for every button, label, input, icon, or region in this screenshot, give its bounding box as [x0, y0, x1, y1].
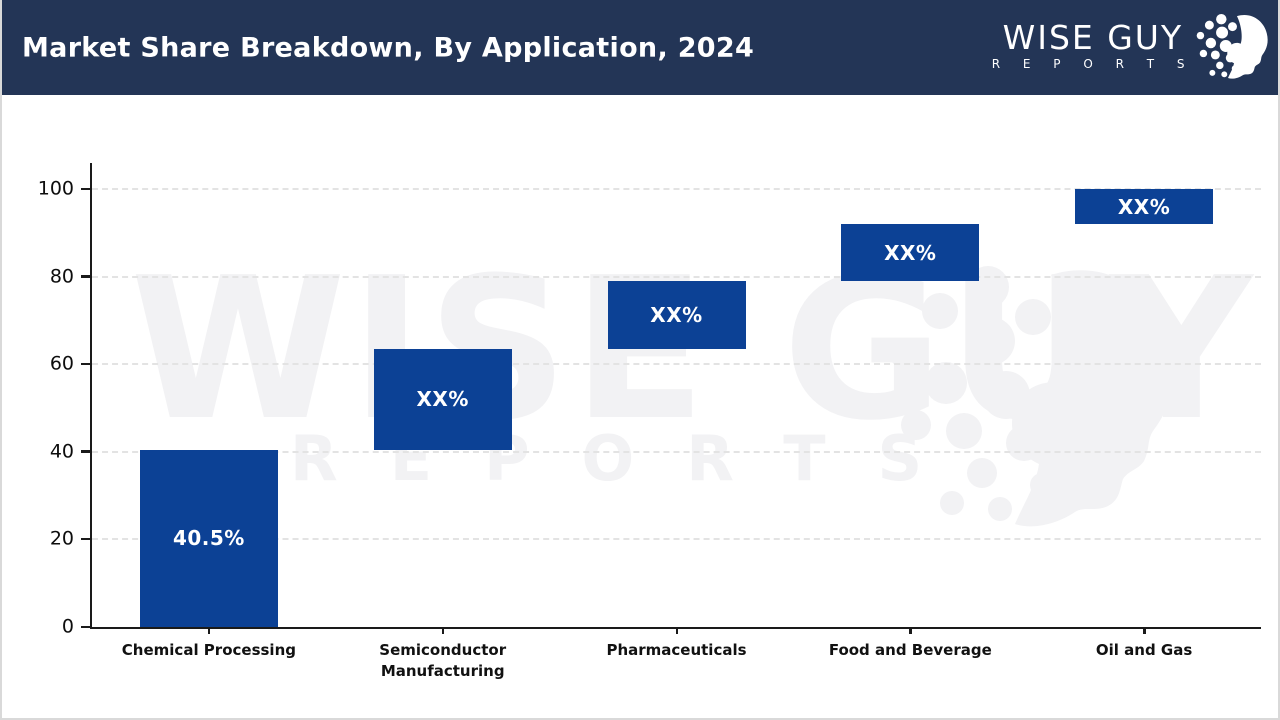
page-title: Market Share Breakdown, By Application, … — [22, 32, 755, 63]
plot-area: 0 20 40 60 80 100 40.5% Chemical Processing XX% S… — [38, 163, 1261, 680]
x-axis-category-label: Pharmaceuticals — [606, 641, 747, 659]
x-axis-category-label: Food and Beverage — [828, 641, 992, 659]
y-axis-tick — [81, 275, 90, 278]
logo-wordmark: WISE GUY — [1002, 18, 1184, 58]
gridline — [92, 275, 1261, 278]
y-axis-tick-label: 0 — [61, 615, 74, 638]
y-axis-tick-label: 60 — [49, 352, 74, 375]
y-axis-tick-label: 80 — [49, 265, 74, 288]
x-axis-tick — [441, 627, 445, 634]
bar-value-label: XX% — [650, 303, 703, 328]
y-axis-tick — [81, 187, 90, 191]
logo-text: WISE GUY R E P O R T S — [992, 21, 1194, 71]
bar-value-label: XX% — [884, 240, 937, 265]
logo-subtitle: R E P O R T S — [991, 56, 1194, 71]
y-axis-tick — [81, 362, 90, 366]
gridline — [92, 363, 1261, 366]
bar-value-label: XX% — [416, 387, 469, 412]
x-axis-tick — [1143, 627, 1146, 634]
waterfall-bar: XX% — [841, 224, 980, 282]
y-axis-tick — [81, 537, 90, 541]
header: Market Share Breakdown, By Application, … — [2, 0, 1278, 95]
y-axis-tick — [81, 625, 90, 628]
y-axis-tick-label: 20 — [49, 527, 74, 550]
gridline — [92, 188, 1261, 191]
x-axis-tick — [207, 627, 211, 634]
wiseguy-logo: WISE GUY R E P O R T S — [992, 6, 1272, 86]
waterfall-bar: XX% — [1075, 189, 1214, 225]
waterfall-bar: XX% — [607, 281, 746, 350]
waterfall-bar: XX% — [373, 349, 512, 450]
x-axis-tick — [675, 627, 678, 634]
logo-head-icon — [1196, 13, 1268, 79]
x-axis-category-label: Chemical Processing — [121, 641, 296, 659]
y-axis-tick-label: 40 — [49, 440, 74, 463]
x-axis-category-label: Semiconductor Manufacturing — [379, 641, 507, 680]
waterfall-bar: 40.5% — [139, 449, 278, 627]
gridline — [92, 450, 1261, 453]
bar-value-label: 40.5% — [172, 526, 245, 551]
x-axis-tick — [909, 627, 912, 634]
gridline — [92, 538, 1261, 541]
y-axis-tick — [81, 450, 90, 453]
y-axis-tick-label: 100 — [37, 177, 74, 200]
x-axis-category-label: Oil and Gas — [1095, 641, 1193, 659]
bar-value-label: XX% — [1117, 194, 1171, 219]
